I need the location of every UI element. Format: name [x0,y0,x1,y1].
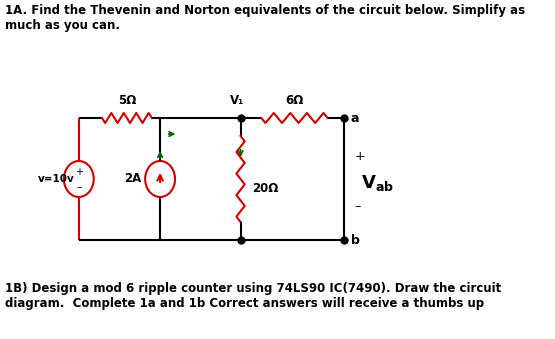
Text: 1B) Design a mod 6 ripple counter using 74LS90 IC(7490). Draw the circuit
diagra: 1B) Design a mod 6 ripple counter using … [5,282,501,310]
Text: 20Ω: 20Ω [252,182,279,196]
Text: +: + [75,167,83,177]
Text: 5Ω: 5Ω [118,94,136,107]
Text: +: + [354,151,365,163]
Text: $\mathbf{V_{ab}}$: $\mathbf{V_{ab}}$ [361,173,394,193]
Text: 6Ω: 6Ω [285,94,304,107]
Text: 2A: 2A [124,173,142,185]
Text: –: – [354,200,360,214]
Text: b: b [351,234,360,246]
Text: 1A. Find the Thevenin and Norton equivalents of the circuit below. Simplify as
m: 1A. Find the Thevenin and Norton equival… [5,4,525,32]
Text: v=10v: v=10v [38,174,75,184]
Text: a: a [351,112,359,124]
Text: V₁: V₁ [230,94,244,107]
Text: –: – [76,182,82,192]
